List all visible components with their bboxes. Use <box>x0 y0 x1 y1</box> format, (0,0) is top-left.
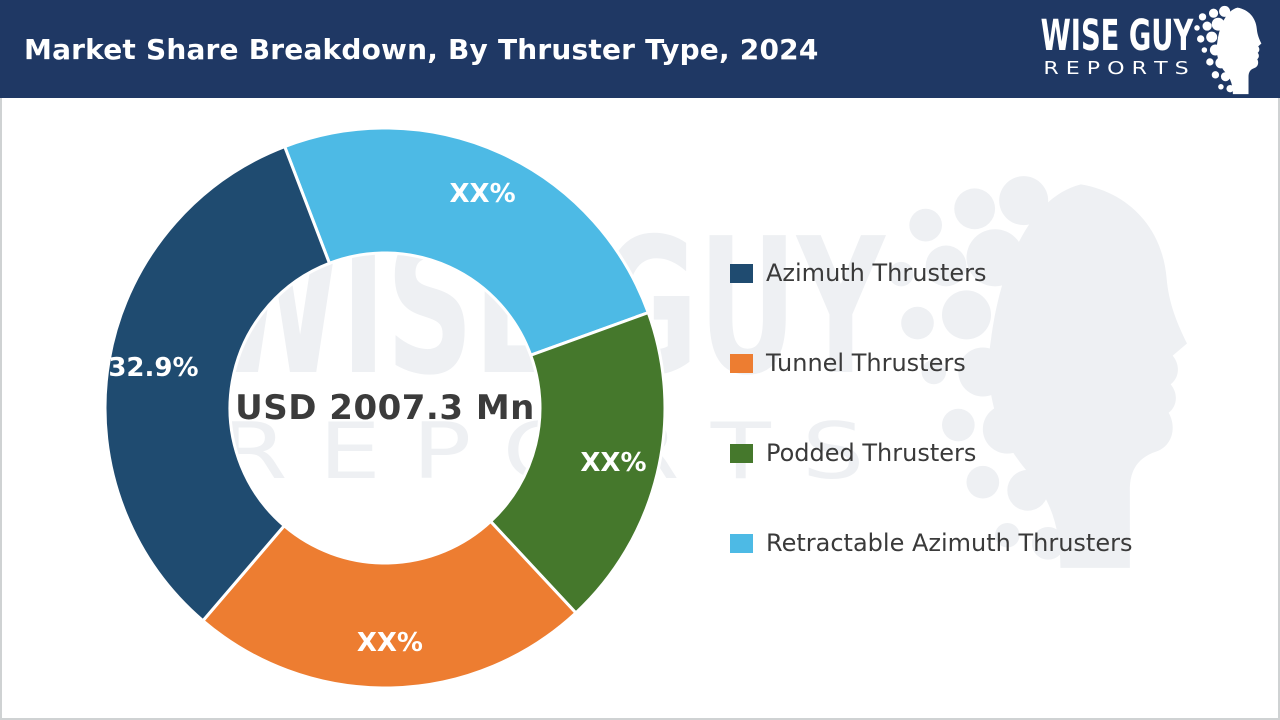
legend-label: Podded Thrusters <box>766 439 977 467</box>
legend-item-retractable-azimuth-thrusters: Retractable Azimuth Thrusters <box>730 529 1133 557</box>
donut-segment-podded-thrusters <box>489 311 667 615</box>
legend-item-azimuth-thrusters: Azimuth Thrusters <box>730 259 1132 287</box>
legend-swatch <box>730 263 753 283</box>
donut-chart: XX% XX% XX% 32.9% <box>103 126 667 690</box>
segment-value-label: 32.9% <box>108 353 198 383</box>
segment-value-label: XX% <box>357 628 423 658</box>
segment-value-label: XX% <box>450 179 516 209</box>
legend-swatch <box>730 533 753 553</box>
donut-center-value: USD 2007.3 Mn <box>235 388 535 428</box>
donut-segment-tunnel-thrusters <box>201 519 578 690</box>
chart-title: Market Share Breakdown, By Thruster Type… <box>24 32 819 66</box>
legend-label: Retractable Azimuth Thrusters <box>766 529 1133 557</box>
logo-wordmark: WISE GUY <box>1041 11 1195 60</box>
logo-subtext: R E P O R T S <box>1043 59 1188 79</box>
legend-swatch <box>730 443 753 463</box>
legend-swatch <box>730 353 753 373</box>
legend-item-podded-thrusters: Podded Thrusters <box>730 439 1132 467</box>
legend-label: Azimuth Thrusters <box>766 259 987 287</box>
chart-legend: Azimuth Thrusters Tunnel Thrusters Podded … <box>730 259 1133 621</box>
donut-segment-retractable-azimuth-thrusters <box>283 126 650 357</box>
header-bar: Market Share Breakdown, By Thruster Type… <box>0 0 1280 98</box>
legend-item-tunnel-thrusters: Tunnel Thrusters <box>730 349 1132 377</box>
legend-label: Tunnel Thrusters <box>766 349 966 377</box>
wiseguy-face-icon <box>1194 5 1262 95</box>
segment-value-label: XX% <box>580 448 646 478</box>
donut-segment-azimuth-thrusters <box>103 145 331 623</box>
